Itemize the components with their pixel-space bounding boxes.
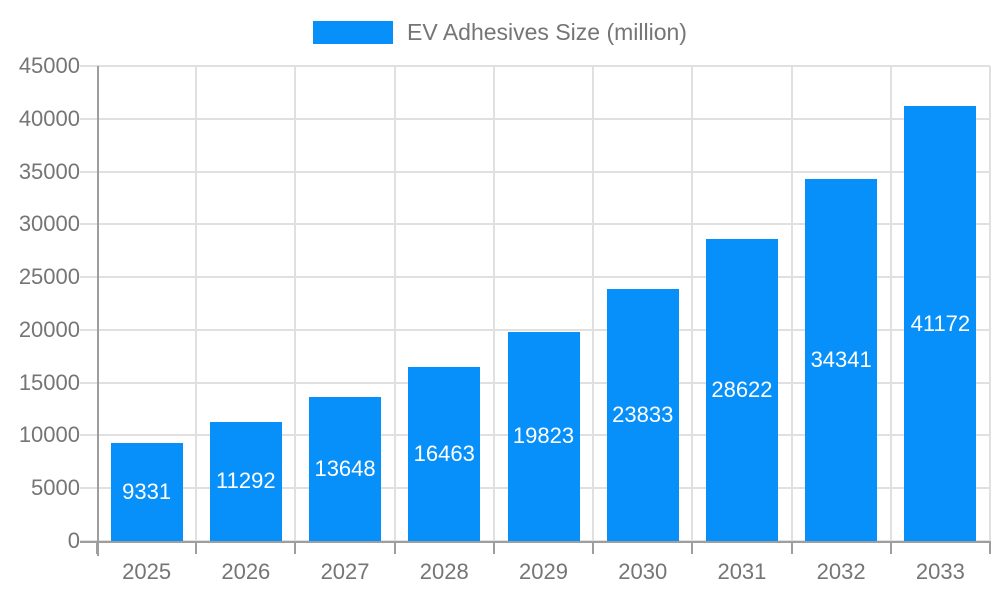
legend-label: EV Adhesives Size (million): [407, 19, 687, 45]
bar-2028: [408, 367, 481, 541]
x-tick-label: 2028: [419, 559, 469, 584]
gridline: [889, 66, 892, 541]
y-tick-label: 15000: [18, 369, 80, 395]
x-tick-label: 2031: [717, 559, 767, 584]
x-tick-label: 2026: [221, 559, 271, 584]
bar-2032: [805, 178, 878, 541]
bar-2030: [606, 289, 679, 541]
x-axis-tick: [592, 541, 595, 554]
bar-value-label: 28622: [711, 376, 773, 402]
y-tick-label: 40000: [18, 105, 80, 131]
x-tick-label: 2032: [816, 559, 866, 584]
bar-value-label: 11292: [216, 468, 276, 494]
bar-value-label: 16463: [413, 441, 475, 467]
gridline: [691, 66, 694, 541]
gridline: [80, 117, 990, 120]
gridline: [393, 66, 396, 541]
x-axis-tick: [492, 541, 495, 554]
x-axis-tick: [96, 541, 98, 554]
y-tick-label: 10000: [18, 422, 80, 448]
gridline: [294, 66, 297, 541]
gridline: [592, 66, 595, 541]
x-axis-tick: [393, 541, 396, 554]
x-axis-tick: [989, 541, 991, 554]
x-axis-line: [80, 541, 990, 543]
bar-2033: [904, 106, 977, 541]
y-tick-label: 20000: [18, 316, 80, 342]
bar-value-label: 9331: [122, 478, 172, 504]
gridline: [492, 66, 495, 541]
gridline: [989, 66, 991, 541]
y-tick-label: 35000: [18, 158, 80, 184]
legend: EV Adhesives Size (million): [0, 19, 1000, 46]
gridline: [80, 328, 990, 331]
gridline: [80, 276, 990, 279]
x-tick-label: 2025: [122, 559, 172, 584]
x-axis-tick: [790, 541, 793, 554]
bar-value-label: 19823: [512, 423, 575, 449]
gridline: [80, 223, 990, 226]
bar-value-label: 13648: [314, 455, 376, 481]
x-tick-label: 2030: [618, 559, 668, 584]
x-axis-tick: [294, 541, 297, 554]
y-axis-line: [97, 66, 99, 556]
bar-2029: [507, 331, 580, 541]
gridline: [80, 170, 990, 173]
bar-2027: [309, 396, 382, 541]
gridline: [195, 66, 198, 541]
x-axis-tick: [691, 541, 694, 554]
y-tick-label: 5000: [31, 475, 80, 501]
x-axis-tick: [195, 541, 198, 554]
gridline: [80, 65, 990, 67]
bar-2025: [110, 442, 183, 541]
x-axis-tick: [889, 541, 892, 554]
x-tick-label: 2033: [915, 559, 965, 584]
bar-2026: [209, 421, 282, 541]
bar-2031: [705, 238, 778, 541]
bar-value-label: 34341: [810, 346, 872, 372]
bar-value-label: 23833: [612, 402, 674, 428]
bar-value-label: 41172: [910, 310, 971, 336]
x-tick-label: 2027: [320, 559, 370, 584]
y-tick-label: 25000: [18, 264, 80, 290]
y-tick-label: 0: [67, 528, 80, 553]
y-tick-label: 45000: [18, 53, 80, 78]
legend-swatch: [313, 21, 394, 44]
gridline: [790, 66, 793, 541]
x-tick-label: 2029: [519, 559, 568, 584]
y-tick-label: 30000: [18, 211, 80, 237]
plot-area: 9331 11292 13648 16463 19823 23833 28622 34341 4…: [80, 65, 991, 556]
